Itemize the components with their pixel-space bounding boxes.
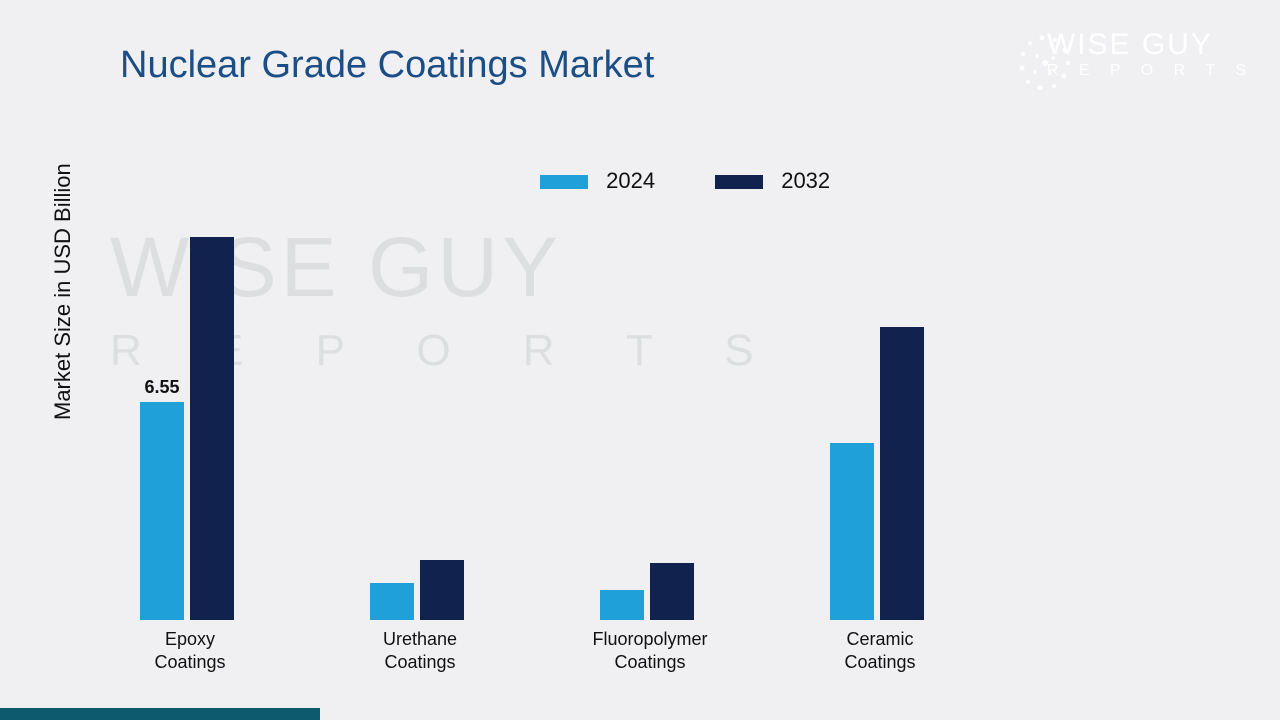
legend: 2024 2032: [540, 168, 830, 194]
right-panel: [964, 0, 1280, 720]
legend-label-2024: 2024: [606, 168, 655, 193]
bar-2024: [830, 443, 874, 620]
legend-item-2024: 2024: [540, 168, 655, 194]
bar-2032: [880, 327, 924, 620]
logo-head-icon: [1010, 28, 1080, 98]
bar-2032: [190, 237, 234, 620]
bar-2032: [650, 563, 694, 620]
legend-swatch-2032: [715, 175, 763, 189]
legend-item-2032: 2032: [715, 168, 830, 194]
bar-2024: 6.55: [140, 402, 184, 620]
bottom-accent-strip: [0, 708, 320, 720]
legend-label-2032: 2032: [781, 168, 830, 193]
x-axis-category-label: FluoropolymerCoatings: [570, 628, 730, 673]
x-axis-category-label: CeramicCoatings: [800, 628, 960, 673]
x-axis-category-label: UrethaneCoatings: [340, 628, 500, 673]
x-axis-category-label: EpoxyCoatings: [110, 628, 270, 673]
chart-title: Nuclear Grade Coatings Market: [120, 44, 654, 87]
page: WISE GUY R E P O R T S WISE GUY R E P O …: [0, 0, 1280, 720]
plot-area: 6.55EpoxyCoatingsUrethaneCoatingsFluorop…: [100, 220, 960, 620]
bar-2032: [420, 560, 464, 620]
legend-swatch-2024: [540, 175, 588, 189]
y-axis-label: Market Size in USD Billion: [50, 163, 76, 420]
bar-2024: [600, 590, 644, 620]
bar-value-label: 6.55: [144, 377, 179, 398]
bar-2024: [370, 583, 414, 620]
